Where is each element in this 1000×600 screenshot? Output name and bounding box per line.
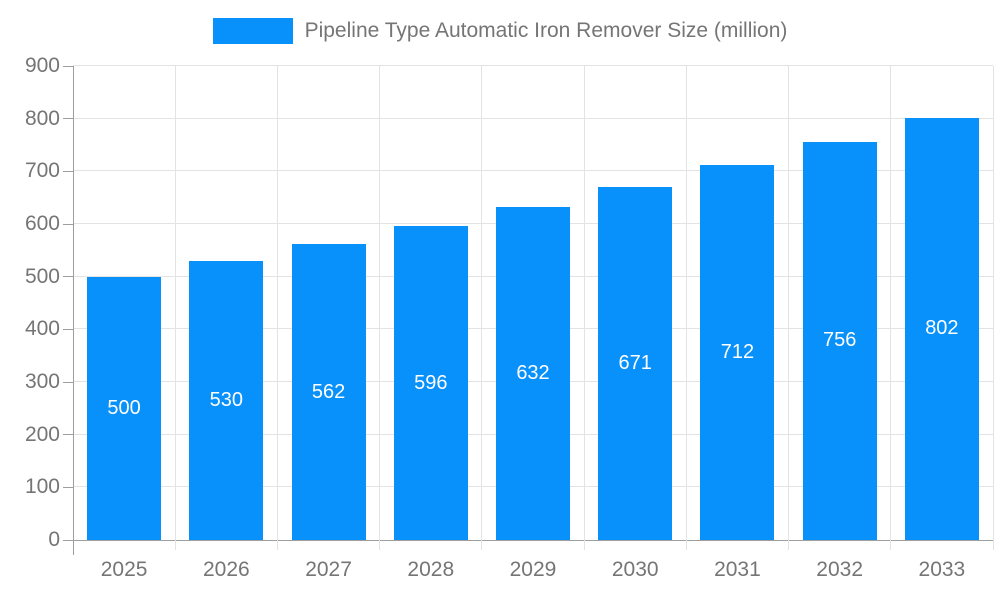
y-tick bbox=[63, 65, 73, 67]
y-tick-label: 900 bbox=[24, 54, 60, 77]
x-tick bbox=[890, 540, 892, 550]
legend: Pipeline Type Automatic Iron Remover Siz… bbox=[0, 18, 1000, 44]
x-tick bbox=[583, 540, 585, 550]
y-tick bbox=[63, 223, 73, 225]
y-tick bbox=[63, 276, 73, 278]
x-tick-label: 2029 bbox=[509, 558, 557, 581]
x-tick bbox=[481, 540, 483, 550]
h-gridline bbox=[73, 65, 993, 66]
bar-value-label: 802 bbox=[925, 317, 959, 340]
legend-swatch-icon bbox=[212, 18, 293, 44]
x-tick-label: 2025 bbox=[100, 558, 148, 581]
y-tick bbox=[63, 381, 73, 383]
legend-label: Pipeline Type Automatic Iron Remover Siz… bbox=[304, 19, 788, 42]
v-gridline bbox=[992, 66, 994, 550]
v-gridline bbox=[890, 66, 892, 550]
y-tick-label: 200 bbox=[24, 422, 60, 446]
y-tick-label: 600 bbox=[24, 212, 60, 235]
x-tick-label: 2026 bbox=[202, 558, 250, 581]
y-tick bbox=[63, 539, 73, 541]
y-tick bbox=[63, 118, 73, 120]
x-tick-label: 2030 bbox=[611, 558, 659, 581]
x-tick bbox=[276, 540, 278, 550]
bar-2032: 756 bbox=[802, 141, 877, 540]
bar-value-label: 671 bbox=[618, 351, 652, 374]
y-tick-label: 100 bbox=[24, 475, 60, 499]
y-tick-label: 0 bbox=[48, 528, 60, 551]
x-tick bbox=[72, 540, 74, 550]
y-tick bbox=[63, 328, 73, 330]
x-tick bbox=[685, 540, 687, 550]
h-gridline bbox=[73, 117, 993, 119]
y-tick bbox=[63, 486, 73, 488]
v-gridline bbox=[481, 66, 483, 550]
y-tick bbox=[63, 170, 73, 172]
bar-value-label: 562 bbox=[311, 380, 346, 403]
y-tick-label: 800 bbox=[24, 106, 60, 130]
bar-2026: 530 bbox=[189, 260, 264, 540]
bar-value-label: 632 bbox=[516, 362, 550, 385]
x-tick-label: 2028 bbox=[407, 558, 455, 581]
x-tick-label: 2032 bbox=[816, 558, 864, 581]
v-gridline bbox=[276, 66, 278, 550]
bar-value-label: 712 bbox=[720, 341, 755, 363]
v-gridline bbox=[685, 66, 687, 550]
bar-2028: 596 bbox=[393, 226, 468, 540]
v-gridline bbox=[788, 66, 790, 550]
x-axis-line bbox=[63, 540, 993, 541]
x-tick bbox=[379, 540, 381, 550]
h-gridline bbox=[73, 170, 993, 172]
x-tick-label: 2031 bbox=[714, 558, 761, 581]
x-tick-label: 2027 bbox=[305, 558, 352, 581]
v-gridline bbox=[379, 66, 381, 550]
bar-value-label: 596 bbox=[414, 371, 448, 394]
v-gridline bbox=[174, 66, 176, 550]
bar-2025: 500 bbox=[87, 276, 162, 540]
plot-area: 500 530 562 596 632 671 712 756 802 bbox=[73, 65, 994, 550]
bar-value-label: 756 bbox=[822, 329, 857, 352]
y-tick-label: 700 bbox=[24, 159, 60, 183]
x-tick bbox=[788, 540, 790, 550]
bar-2029: 632 bbox=[496, 207, 570, 540]
y-tick-label: 400 bbox=[24, 317, 60, 341]
bar-value-label: 530 bbox=[209, 388, 244, 411]
y-tick-label: 500 bbox=[24, 264, 60, 288]
bar-2033: 802 bbox=[904, 117, 979, 540]
v-gridline bbox=[583, 66, 585, 550]
bar-2030: 671 bbox=[598, 186, 673, 540]
bar-value-label: 500 bbox=[107, 396, 141, 419]
y-axis-line bbox=[73, 66, 74, 555]
bar-2027: 562 bbox=[291, 244, 366, 540]
x-tick bbox=[992, 540, 994, 550]
x-tick bbox=[174, 540, 176, 550]
y-tick bbox=[63, 434, 73, 436]
bar-2031: 712 bbox=[700, 165, 775, 540]
x-tick-label: 2033 bbox=[918, 558, 966, 581]
y-tick-label: 300 bbox=[24, 370, 60, 393]
